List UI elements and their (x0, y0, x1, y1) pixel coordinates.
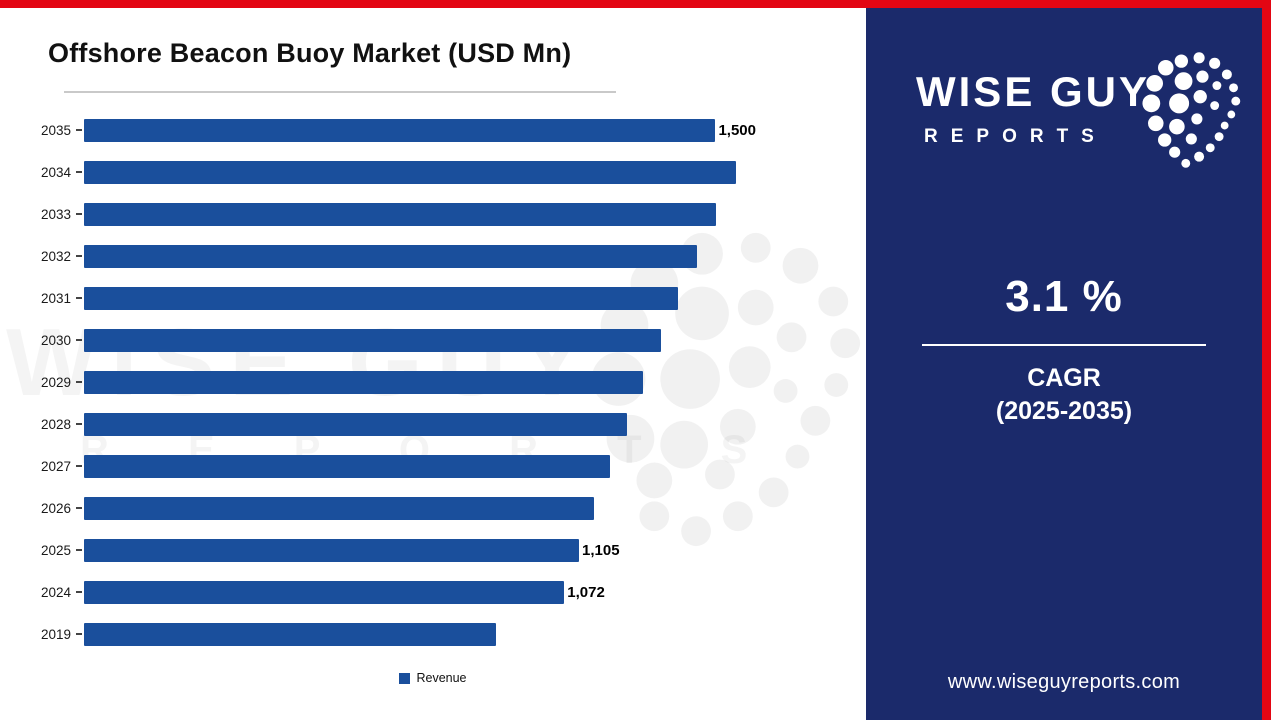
chart-row: 2027 (16, 445, 866, 487)
chart-row: 2019 (16, 613, 866, 655)
y-axis-tick (76, 381, 82, 383)
revenue-bar (84, 538, 580, 562)
chart-panel: WISE GUY R E P O R T S Offshore Beacon B… (0, 8, 866, 720)
cagr-value: 3.1 % (1005, 272, 1123, 321)
chart-rows: 2035 1,500 2034 2033 2032 2031 2030 2029 2028 202… (0, 93, 866, 655)
revenue-bar (84, 454, 610, 478)
y-axis-tick (76, 507, 82, 509)
chart-row: 2031 (16, 277, 866, 319)
chart-row: 2035 1,500 (16, 109, 866, 151)
revenue-bar (84, 202, 716, 226)
chart-row: 2028 (16, 403, 866, 445)
revenue-bar (84, 160, 736, 184)
legend-swatch (399, 672, 411, 684)
bar-track: 1,105 (84, 538, 756, 562)
brand-logo: WISE GUY REPORTS (866, 50, 1262, 180)
y-axis-label: 2032 (40, 248, 71, 264)
y-axis-tick (76, 339, 82, 341)
bar-track (84, 622, 756, 646)
y-axis-label: 2035 (40, 122, 71, 138)
chart-content: Offshore Beacon Buoy Market (USD Mn) 203… (0, 8, 866, 720)
y-axis-tick (76, 297, 82, 299)
y-axis-label: 2033 (40, 206, 71, 222)
y-axis-label: 2019 (40, 626, 71, 642)
bar-track (84, 496, 756, 520)
bar-track (84, 370, 756, 394)
brand-logo-wordmark: WISE GUY (916, 68, 1151, 115)
brand-logo-subtext: REPORTS (924, 126, 1107, 147)
chart-row: 2029 (16, 361, 866, 403)
y-axis-label: 2034 (40, 164, 71, 180)
chart-row: 2026 (16, 487, 866, 529)
bar-track: 1,072 (84, 580, 756, 604)
bar-track (84, 160, 756, 184)
revenue-bar (84, 328, 661, 352)
revenue-bar (84, 286, 679, 310)
brand-head-dots-icon (1142, 52, 1241, 168)
bar-value-label: 1,105 (582, 541, 620, 559)
website-url: www.wiseguyreports.com (947, 671, 1181, 693)
chart-row: 2025 1,105 (16, 529, 866, 571)
y-axis-label: 2026 (40, 500, 71, 516)
y-axis-label: 2028 (40, 416, 71, 432)
revenue-bar (84, 118, 716, 142)
chart-row: 2034 (16, 151, 866, 193)
y-axis-tick (76, 255, 82, 257)
cagr-label: CAGR (1027, 364, 1101, 392)
y-axis-tick (76, 465, 82, 467)
bar-track (84, 454, 756, 478)
y-axis-tick (76, 129, 82, 131)
cagr-period: (2025-2035) (995, 397, 1133, 425)
cagr-block: 3.1 % CAGR (2025-2035) (866, 272, 1262, 426)
legend-label: Revenue (416, 671, 467, 685)
brand-panel: WISE GUY REPORTS 3.1 % CAGR (866, 8, 1262, 720)
bar-track (84, 202, 756, 226)
y-axis-label: 2024 (40, 584, 71, 600)
y-axis-tick (76, 213, 82, 215)
y-axis-tick (76, 171, 82, 173)
y-axis-tick (76, 633, 82, 635)
bar-track: 1,500 (84, 118, 756, 142)
right-red-accent-bar (1262, 0, 1271, 720)
bar-value-label: 1,500 (718, 121, 756, 139)
title-divider (64, 91, 616, 93)
y-axis-tick (76, 549, 82, 551)
y-axis-label: 2025 (40, 542, 71, 558)
revenue-bar (84, 244, 697, 268)
bar-track (84, 412, 756, 436)
bar-track (84, 328, 756, 352)
y-axis-label: 2029 (40, 374, 71, 390)
bar-track (84, 286, 756, 310)
chart-legend: Revenue (0, 671, 866, 685)
chart-row: 2024 1,072 (16, 571, 866, 613)
y-axis-tick (76, 423, 82, 425)
cagr-divider (922, 344, 1206, 346)
revenue-bar (84, 622, 497, 646)
y-axis-tick (76, 591, 82, 593)
revenue-bar (84, 370, 644, 394)
y-axis-label: 2030 (40, 332, 71, 348)
revenue-bar (84, 412, 627, 436)
revenue-bar (84, 496, 595, 520)
chart-row: 2030 (16, 319, 866, 361)
bar-value-label: 1,072 (567, 583, 605, 601)
chart-title: Offshore Beacon Buoy Market (USD Mn) (48, 38, 572, 68)
chart-row: 2033 (16, 193, 866, 235)
top-red-accent-bar (0, 0, 1271, 8)
y-axis-label: 2027 (40, 458, 71, 474)
revenue-bar (84, 580, 565, 604)
bar-track (84, 244, 756, 268)
y-axis-label: 2031 (40, 290, 71, 306)
chart-row: 2032 (16, 235, 866, 277)
